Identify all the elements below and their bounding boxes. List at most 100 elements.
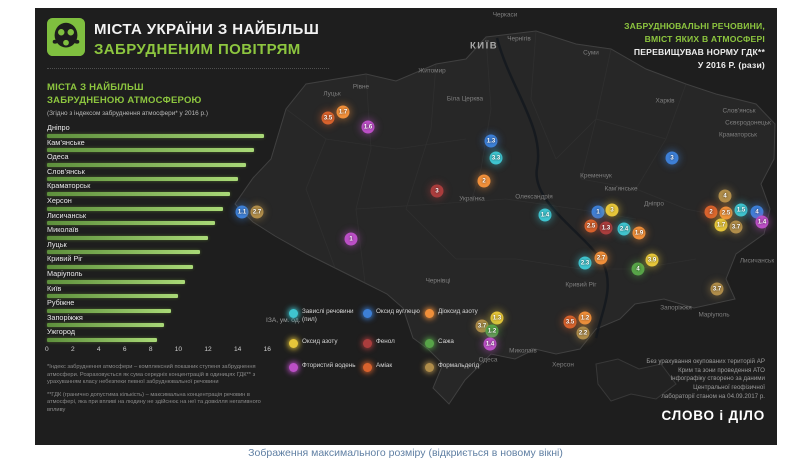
legend-dot: [425, 309, 434, 318]
bar-row: Слов’янськ: [47, 166, 282, 182]
map-marker: 1.5: [734, 203, 748, 217]
bar-city-label: Кам’янське: [47, 137, 85, 147]
map-marker: 1.7: [336, 105, 350, 119]
map-marker: 2.5: [719, 206, 733, 220]
legend-label: Фенол: [376, 337, 395, 345]
oblast-borders: [285, 30, 737, 284]
map-marker: 1: [591, 205, 605, 219]
bar: [47, 206, 223, 211]
bar-city-label: Миколаїв: [47, 225, 79, 235]
map-marker: 1.4: [538, 208, 552, 222]
map-marker: 3: [430, 184, 444, 198]
map-marker: 1.7: [714, 218, 728, 232]
bar-row: Луцьк: [47, 240, 282, 255]
map-marker: 2: [704, 205, 718, 219]
legend-item: Аміак: [363, 362, 423, 372]
map-city-label: Чернівці: [425, 277, 451, 285]
header-divider: [47, 68, 329, 69]
legend-item: Оксид азоту: [289, 338, 361, 348]
map-city-label: Херсон: [552, 361, 574, 369]
map-city-label: Запоріжжя: [660, 304, 692, 312]
bar: [47, 235, 208, 240]
map-city-label: Лисичанськ: [739, 257, 775, 265]
footnote-iza: *Індекс забруднення атмосфери – комплекс…: [47, 364, 256, 386]
bar-city-label: Дніпро: [47, 123, 70, 132]
bar: [47, 323, 165, 328]
bar: [47, 191, 230, 196]
bar: [47, 133, 264, 138]
map-marker: 2.5: [584, 219, 598, 233]
x-axis-tick: 16: [263, 346, 271, 353]
map-city-label: Миколаїв: [509, 347, 537, 355]
gas-mask-icon: [47, 18, 85, 61]
fullsize-image-link[interactable]: Зображення максимального розміру (відкри…: [248, 447, 563, 459]
bar-city-label: Слов’янськ: [47, 166, 85, 176]
legend-item: Сажа: [425, 338, 489, 348]
chart-subtitle: (Згідно з індексом забруднення атмосфери…: [47, 110, 208, 117]
bar: [47, 221, 215, 226]
map-city-label: Черкаси: [492, 11, 518, 19]
map-city-label: Одеса: [478, 356, 498, 364]
map-marker: 3.5: [321, 111, 335, 125]
bar-row: Рубіжне: [47, 299, 282, 313]
map-marker: 3.7: [729, 220, 743, 234]
legend-label: Аміак: [376, 361, 393, 369]
legend-dot: [289, 309, 298, 318]
credits-line: лабораторії станом на 04.09.2017 р.: [661, 392, 765, 400]
map-marker: 4: [718, 189, 732, 203]
legend-label: Формальдегід: [438, 361, 480, 369]
map-marker: 3.9: [645, 253, 659, 267]
slovo-i-dilo-logo: СЛОВО і ДІЛО: [661, 408, 765, 424]
map-marker: 2.4: [617, 222, 631, 236]
bar-row: Миколаїв: [47, 226, 282, 240]
bar-row: Херсон: [47, 196, 282, 211]
legend-label: Діоксид азоту: [438, 308, 478, 315]
map-marker: 1.3: [484, 134, 498, 148]
infographic: Черкаси Чернігів КИЇВ Житомир Рівне Луцьк Біла…: [35, 8, 777, 445]
bar-row: Ужгород: [47, 328, 282, 342]
bar-city-label: Маріуполь: [47, 268, 83, 278]
map-marker: 3.5: [563, 315, 577, 329]
map-title-line2: ВМІСТ ЯКИХ В АТМОСФЕРІ: [644, 33, 765, 44]
chart-title-line2: ЗАБРУДНЕНОЮ АТМОСФЕРОЮ: [47, 94, 202, 106]
credits: Без урахування окупованих територій АР К…: [565, 358, 765, 426]
bar-city-label: Запоріжжя: [47, 312, 83, 322]
map-city-label: Сєвєродонецьк: [725, 119, 771, 127]
legend-item: Оксид вуглецю: [363, 308, 423, 324]
crimea-outline: [595, 358, 677, 402]
legend-item: Завислі речовини (пил): [289, 308, 361, 324]
bar-chart-rows: Дніпро Кам’янське Одеса Слов’янськ Краматорс…: [47, 123, 282, 343]
pollutant-legend: Завислі речовини (пил) Оксид вуглецю Діокс…: [289, 308, 489, 372]
bar: [47, 148, 255, 153]
x-axis-label: ІЗА, ум. од.: [266, 317, 301, 324]
footnotes: *Індекс забруднення атмосфери – комплекс…: [47, 364, 263, 419]
bar: [47, 294, 178, 299]
map-marker: 3.7: [475, 319, 489, 333]
map-legend-title: ЗАБРУДНЮВАЛЬНІ РЕЧОВИНИ, ВМІСТ ЯКИХ В АТ…: [624, 20, 765, 72]
map-city-label: КИЇВ: [469, 40, 499, 52]
map-city-label: Кременчук: [580, 172, 612, 180]
bar: [47, 177, 238, 182]
map-marker: 1.3: [599, 221, 613, 235]
bar-city-label: Одеса: [47, 152, 69, 162]
legend-item: Діоксид азоту: [425, 308, 489, 324]
x-axis-tick: 10: [174, 346, 183, 353]
x-axis-tick: 14: [234, 346, 242, 353]
map-city-label: Слов’янськ: [722, 107, 756, 115]
map-city-label: Українка: [459, 195, 485, 203]
map-marker: 1.4: [755, 215, 769, 229]
map-marker: 1.3: [490, 311, 504, 325]
credits-line: Інфографіку створено за даними: [670, 375, 765, 383]
legend-label: Оксид вуглецю: [376, 308, 420, 315]
bar-row: Маріуполь: [47, 268, 282, 284]
bar: [47, 308, 171, 313]
map-city-label: Рівне: [352, 83, 370, 91]
legend-dot: [363, 362, 372, 372]
map-city-label: Чернігів: [507, 35, 531, 43]
header: МІСТА УКРАЇНИ З НАЙБІЛЬШ ЗАБРУДНЕНИМ ПОВ…: [47, 18, 319, 61]
chart-title-line1: МІСТА З НАЙБІЛЬШ: [47, 82, 144, 93]
main-title-line1: МІСТА УКРАЇНИ З НАЙБІЛЬШ: [94, 21, 320, 38]
chart-title: МІСТА З НАЙБІЛЬШ ЗАБРУДНЕНОЮ АТМОСФЕРОЮ: [47, 82, 202, 108]
x-axis-tick: 12: [204, 346, 212, 353]
map-marker: 1.2: [578, 311, 592, 325]
